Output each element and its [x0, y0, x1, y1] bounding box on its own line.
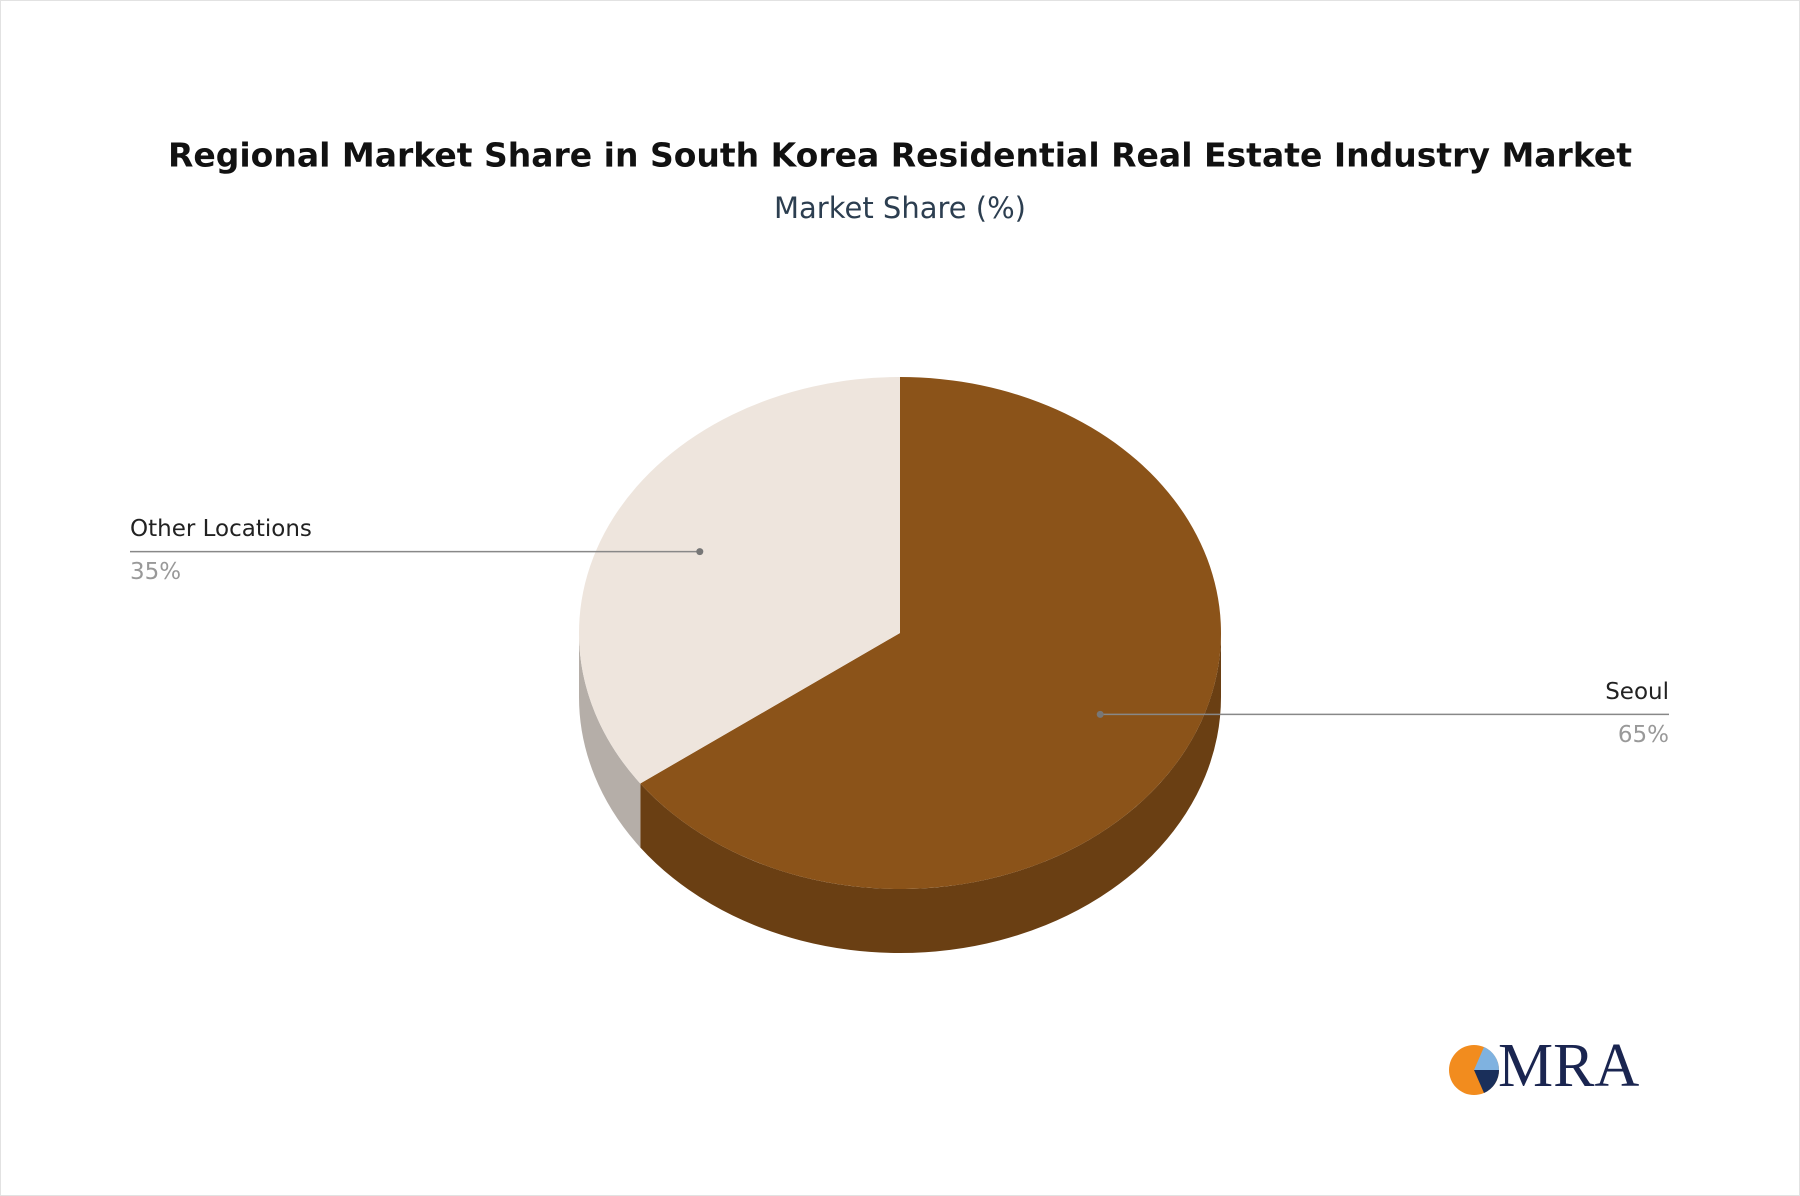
slice [579, 377, 900, 784]
leader-dot [696, 548, 704, 556]
slice-side [640, 633, 1221, 953]
slice [640, 377, 1221, 890]
chart-title: Regional Market Share in South Korea Res… [168, 136, 1632, 175]
slice-value-label: 35% [130, 559, 181, 585]
slice-side [579, 633, 641, 848]
logo-icon-part [1474, 1070, 1500, 1093]
slice-value-label: 65% [1618, 722, 1669, 748]
slice-label: Other Locations [130, 516, 312, 542]
logo-icon-part [1474, 1047, 1500, 1070]
logo: MRA [1449, 1032, 1639, 1100]
logo-text: MRA [1498, 1032, 1639, 1100]
chart-subtitle: Market Share (%) [774, 191, 1026, 225]
leader-dot [1096, 710, 1104, 718]
slice-label: Seoul [1605, 679, 1669, 705]
